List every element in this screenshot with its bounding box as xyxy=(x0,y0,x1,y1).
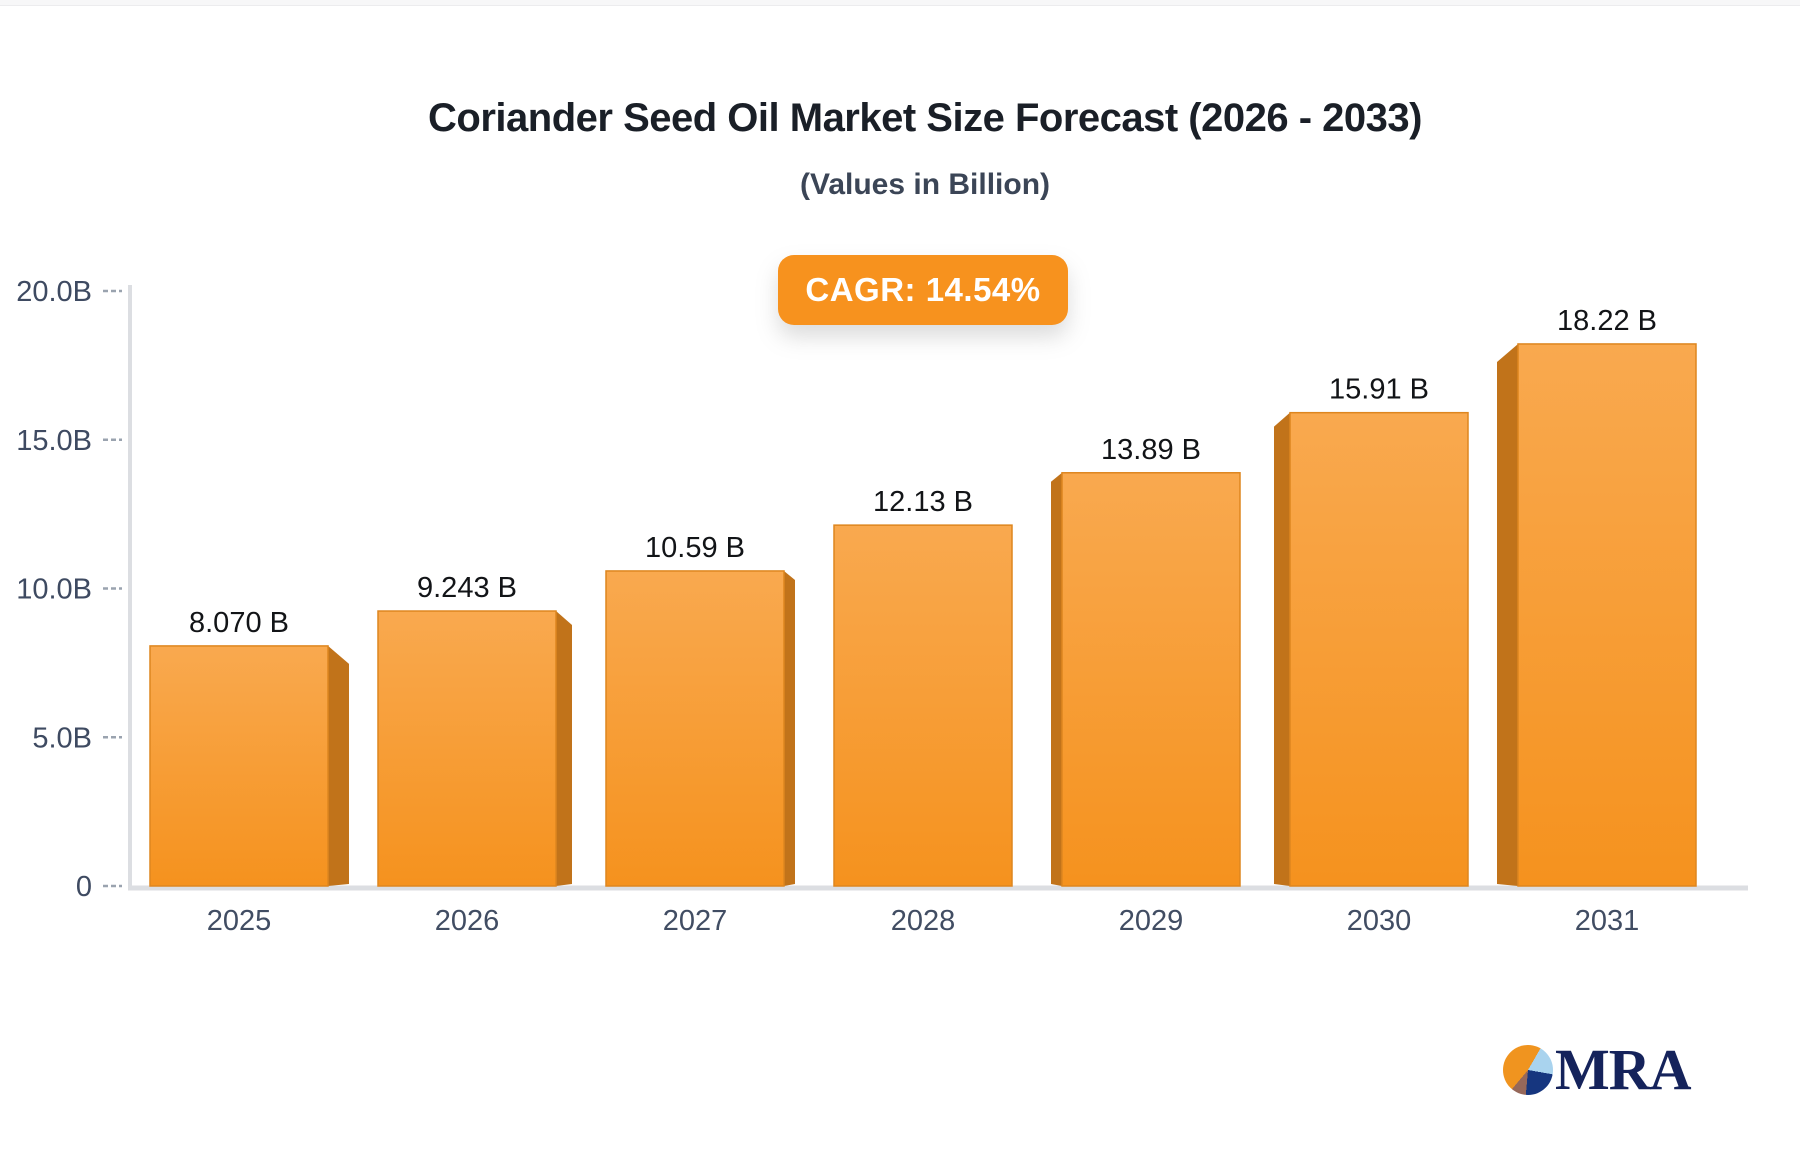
chart-title: Coriander Seed Oil Market Size Forecast … xyxy=(428,96,1422,140)
bar-value-label-2031: 18.22 B xyxy=(1557,305,1657,337)
page-top-border xyxy=(0,0,1800,6)
bar-2026 xyxy=(377,610,557,887)
bar-2031 xyxy=(1517,343,1697,887)
y-tick-label: 5.0B xyxy=(32,722,92,754)
bar-value-label-2026: 9.243 B xyxy=(417,572,517,604)
chart-subtitle: (Values in Billion) xyxy=(799,168,1051,201)
bar-value-label-2025: 8.070 B xyxy=(189,607,289,639)
x-tick-label-2029: 2029 xyxy=(1119,905,1184,937)
x-tick-label-2031: 2031 xyxy=(1575,905,1640,937)
x-tick-label-2027: 2027 xyxy=(663,905,728,937)
y-tick-label: 10.0B xyxy=(16,574,92,606)
bar-2027 xyxy=(605,570,785,887)
bar-2029 xyxy=(1061,472,1241,887)
bar-2025 xyxy=(149,645,329,887)
x-tick-label-2025: 2025 xyxy=(207,905,272,937)
y-tick-label: 15.0B xyxy=(16,425,92,457)
y-tick-label: 20.0B xyxy=(16,276,92,308)
x-tick-label-2026: 2026 xyxy=(435,905,500,937)
y-tick-label: 0 xyxy=(76,871,92,903)
bar-side-2031 xyxy=(1497,343,1518,887)
bar-value-label-2030: 15.91 B xyxy=(1329,374,1429,406)
bar-2028 xyxy=(833,524,1013,887)
x-tick-label-2030: 2030 xyxy=(1347,905,1412,937)
bar-2030 xyxy=(1289,411,1469,887)
bar-value-label-2028: 12.13 B xyxy=(873,486,973,518)
bar-side-2030 xyxy=(1274,412,1290,886)
bar-value-label-2027: 10.59 B xyxy=(645,532,745,564)
cagr-badge-label: CAGR: 14.54% xyxy=(805,271,1041,308)
bar-side-2029 xyxy=(1051,472,1062,886)
logo-text: MRA xyxy=(1555,1037,1692,1102)
pie-chart-logo-icon xyxy=(1503,1045,1553,1095)
bar-value-label-2029: 13.89 B xyxy=(1101,434,1201,466)
bar-side-2025 xyxy=(328,645,349,886)
x-tick-label-2028: 2028 xyxy=(891,905,956,937)
mra-logo: MRA xyxy=(1503,1037,1692,1102)
cagr-badge: CAGR: 14.54% xyxy=(778,255,1068,325)
bar-side-2026 xyxy=(556,611,572,886)
bar-side-2027 xyxy=(784,570,795,886)
